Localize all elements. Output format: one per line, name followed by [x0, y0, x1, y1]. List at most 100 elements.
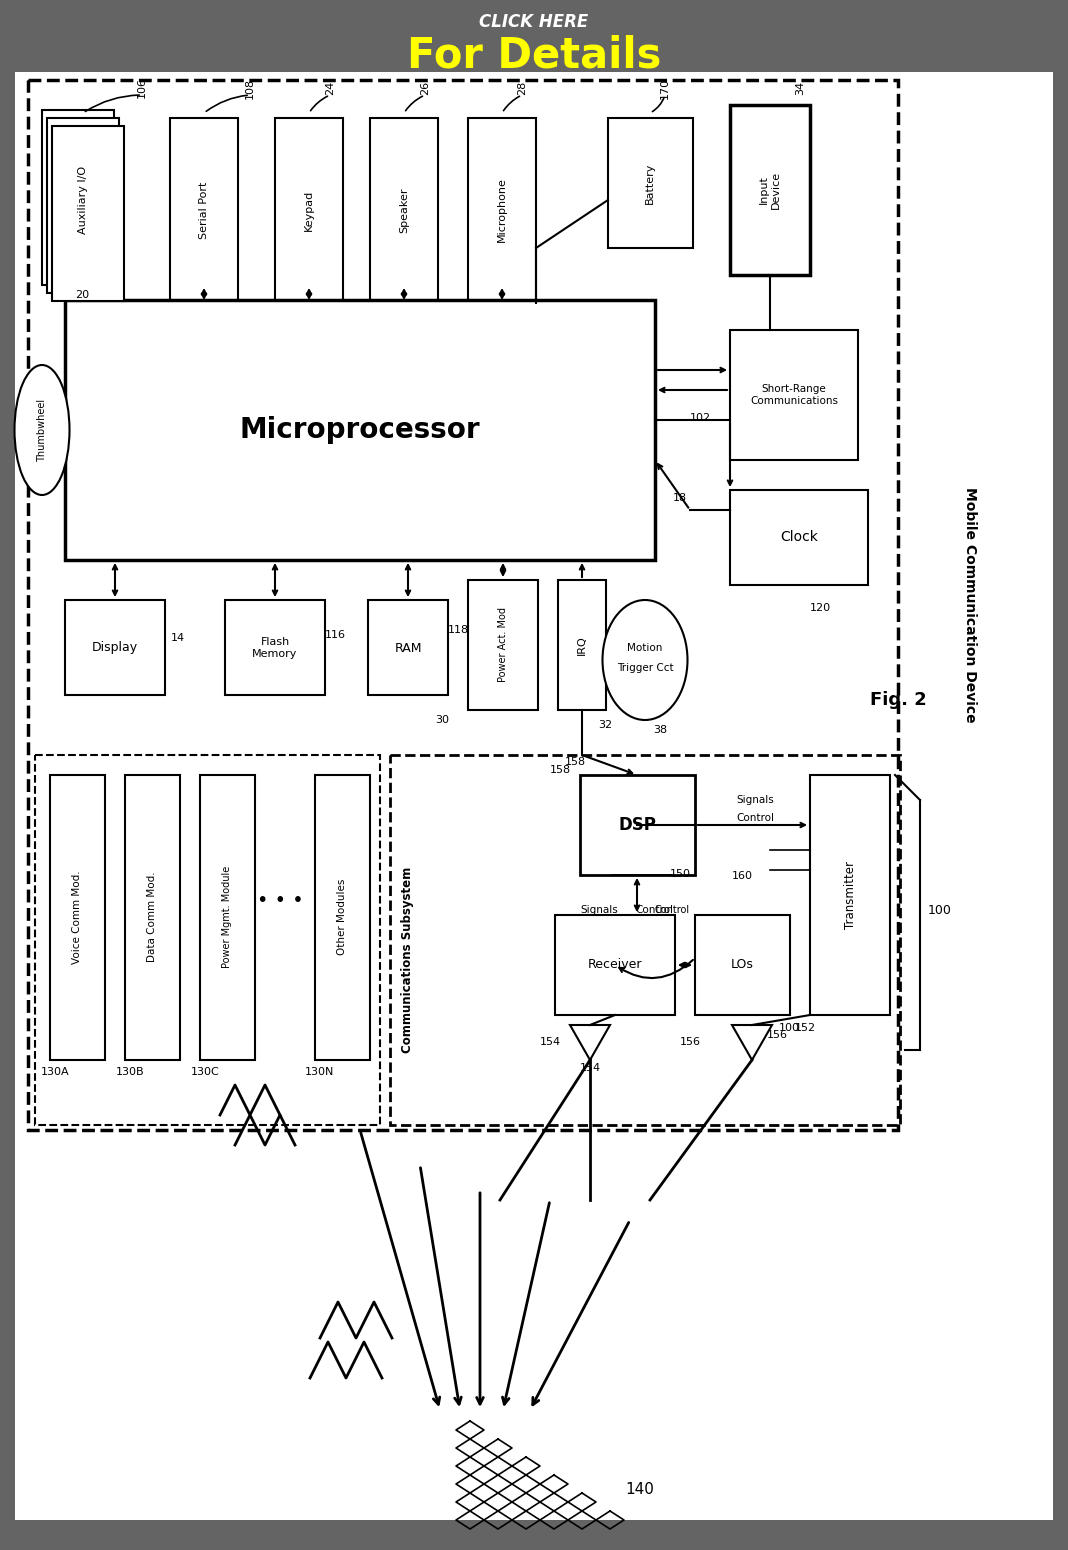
Text: 116: 116 [325, 629, 346, 640]
Text: 130B: 130B [115, 1066, 144, 1077]
Text: 150: 150 [670, 870, 691, 879]
Text: Transmitter: Transmitter [844, 860, 857, 928]
Text: • • •: • • • [256, 891, 303, 910]
Text: CLICK HERE: CLICK HERE [480, 12, 588, 31]
Text: 106: 106 [137, 78, 147, 99]
Text: 14: 14 [171, 632, 185, 643]
Text: Keypad: Keypad [304, 189, 314, 231]
Bar [810, 775, 890, 1015]
Text: 24: 24 [325, 81, 335, 95]
Text: 130C: 130C [190, 1066, 219, 1077]
Text: 26: 26 [420, 81, 430, 95]
Text: Signals: Signals [580, 905, 617, 914]
Text: 160: 160 [732, 871, 753, 880]
Text: 108: 108 [245, 78, 255, 99]
Text: Battery: Battery [645, 163, 655, 203]
Ellipse shape [15, 364, 69, 494]
Bar [468, 118, 536, 302]
Text: 38: 38 [653, 725, 668, 735]
Text: 34: 34 [795, 81, 805, 95]
Text: 154: 154 [539, 1037, 561, 1046]
Bar [125, 775, 180, 1060]
Bar [65, 600, 164, 694]
Bar [52, 126, 124, 301]
Bar [580, 775, 695, 876]
Bar [731, 330, 858, 460]
Bar [225, 600, 325, 694]
Text: Clock: Clock [780, 530, 818, 544]
Text: Serial Port: Serial Port [199, 181, 209, 239]
Bar [608, 118, 693, 248]
Text: 156: 156 [767, 1031, 787, 1040]
Bar [368, 600, 447, 694]
Text: 18: 18 [673, 493, 687, 504]
Text: 170: 170 [660, 78, 670, 99]
Bar [42, 110, 114, 285]
Text: Auxiliary I/O: Auxiliary I/O [78, 166, 88, 234]
Text: Trigger Cct: Trigger Cct [616, 663, 673, 673]
Text: 120: 120 [810, 603, 831, 612]
Text: IRQ: IRQ [577, 636, 587, 654]
Text: Display: Display [92, 642, 138, 654]
Text: Microphone: Microphone [497, 178, 507, 242]
Text: 30: 30 [435, 715, 449, 725]
Text: 130N: 130N [305, 1066, 334, 1077]
Text: Communications Subsystem: Communications Subsystem [402, 866, 414, 1052]
Bar [731, 105, 810, 274]
Text: DSP: DSP [618, 815, 656, 834]
Bar [274, 118, 343, 302]
Bar [695, 914, 790, 1015]
Text: 100: 100 [779, 1023, 800, 1032]
Text: Short-Range
Communications: Short-Range Communications [750, 384, 838, 406]
Text: Motion: Motion [627, 643, 662, 653]
Text: Other Modules: Other Modules [337, 879, 347, 955]
Text: Input
Device: Input Device [759, 170, 781, 209]
Bar [555, 914, 675, 1015]
Text: Fig. 2: Fig. 2 [870, 691, 927, 708]
Text: Speaker: Speaker [399, 188, 409, 232]
Text: 118: 118 [447, 625, 469, 636]
Text: Receiver: Receiver [587, 958, 642, 972]
Text: Voice Comm Mod.: Voice Comm Mod. [72, 870, 82, 964]
Text: 20: 20 [75, 290, 89, 301]
Bar [170, 118, 238, 302]
Text: Data Comm Mod.: Data Comm Mod. [147, 871, 157, 963]
Text: Microprocessor: Microprocessor [239, 415, 481, 443]
Bar [731, 490, 868, 584]
Text: Power Act. Mod: Power Act. Mod [498, 608, 508, 682]
Text: Control: Control [655, 905, 690, 914]
Text: LOs: LOs [731, 958, 753, 972]
Text: 130A: 130A [41, 1066, 69, 1077]
Bar [200, 775, 255, 1060]
Text: 158: 158 [564, 756, 585, 767]
Bar [557, 580, 606, 710]
Text: Control: Control [635, 905, 673, 914]
Bar [65, 301, 655, 560]
Bar [28, 81, 898, 1130]
Bar [35, 755, 380, 1125]
Text: 158: 158 [549, 766, 570, 775]
Text: For Details: For Details [407, 34, 661, 76]
Text: 156: 156 [679, 1037, 701, 1046]
Bar [0, 0, 1068, 71]
Bar [390, 755, 900, 1125]
Text: 100: 100 [928, 904, 952, 916]
Text: RAM: RAM [394, 642, 422, 654]
Text: Flash
Memory: Flash Memory [252, 637, 298, 659]
Text: 152: 152 [795, 1023, 816, 1032]
Text: 28: 28 [517, 81, 527, 95]
Bar [315, 775, 370, 1060]
Text: 154: 154 [580, 1063, 600, 1073]
Text: Thumbwheel: Thumbwheel [37, 398, 47, 462]
Bar [47, 118, 119, 293]
Text: Control: Control [736, 814, 774, 823]
Text: Signals: Signals [736, 795, 774, 804]
Ellipse shape [602, 600, 688, 721]
Text: Mobile Communication Device: Mobile Communication Device [963, 487, 977, 722]
Bar [468, 580, 538, 710]
Text: 32: 32 [598, 721, 612, 730]
Bar [370, 118, 438, 302]
Text: Power Mgmt. Module: Power Mgmt. Module [222, 866, 232, 969]
Text: 140: 140 [626, 1482, 655, 1497]
Text: 102: 102 [690, 412, 710, 423]
